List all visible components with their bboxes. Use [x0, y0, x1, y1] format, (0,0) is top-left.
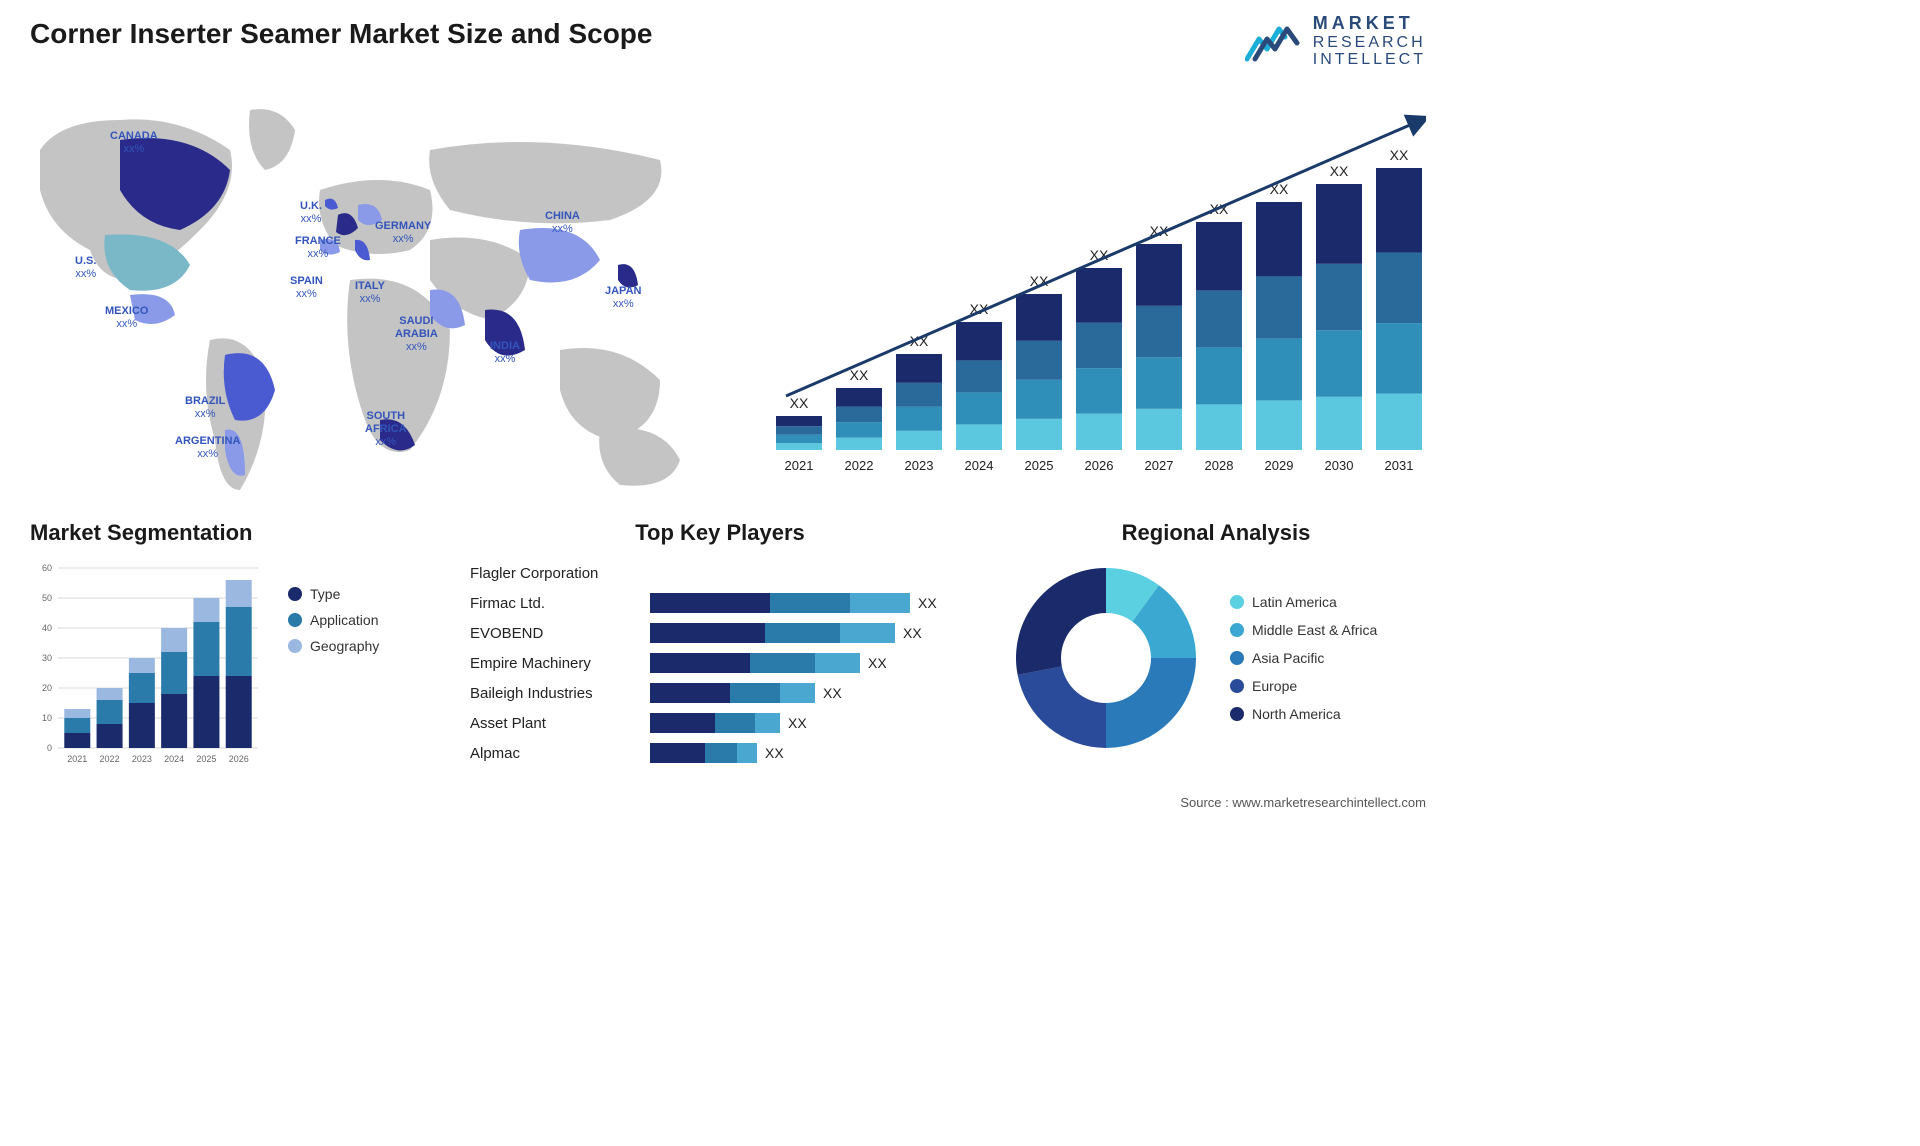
legend-item: Asia Pacific — [1230, 650, 1377, 666]
regional-section: Regional Analysis Latin America Middle Ea… — [1006, 520, 1426, 758]
svg-text:2021: 2021 — [785, 458, 814, 473]
svg-text:XX: XX — [1390, 147, 1409, 163]
svg-text:2026: 2026 — [1085, 458, 1114, 473]
svg-text:2028: 2028 — [1205, 458, 1234, 473]
legend-item: Europe — [1230, 678, 1377, 694]
regional-donut — [1006, 558, 1206, 758]
svg-text:XX: XX — [790, 395, 809, 411]
keyplayer-name: Alpmac — [470, 745, 640, 762]
svg-text:40: 40 — [42, 623, 52, 633]
keyplayer-value: XX — [903, 625, 922, 641]
keyplayer-name: Baileigh Industries — [470, 685, 640, 702]
keyplayer-row: Empire Machinery XX — [470, 648, 970, 678]
svg-text:2029: 2029 — [1265, 458, 1294, 473]
svg-text:2025: 2025 — [1025, 458, 1054, 473]
map-label: MEXICOxx% — [105, 305, 148, 331]
svg-text:2025: 2025 — [196, 754, 216, 764]
growth-chart: XX2021XX2022XX2023XX2024XX2025XX2026XX20… — [746, 90, 1426, 490]
svg-text:50: 50 — [42, 593, 52, 603]
keyplayer-row: Flagler Corporation — [470, 558, 970, 588]
keyplayer-name: Empire Machinery — [470, 655, 640, 672]
keyplayers-list: Flagler Corporation Firmac Ltd. XX EVOBEND X… — [470, 558, 970, 768]
map-label: CANADAxx% — [110, 130, 158, 156]
map-label: BRAZILxx% — [185, 395, 225, 421]
segmentation-title: Market Segmentation — [30, 520, 450, 546]
logo-text-3: INTELLECT — [1313, 51, 1426, 69]
map-label: U.S.xx% — [75, 255, 96, 281]
keyplayer-bar — [650, 713, 780, 733]
map-label: U.K.xx% — [300, 200, 322, 226]
keyplayer-row: EVOBEND XX — [470, 618, 970, 648]
brand-logo: MARKET RESEARCH INTELLECT — [1245, 14, 1426, 69]
map-label: SAUDIARABIAxx% — [395, 315, 438, 355]
map-label: SPAINxx% — [290, 275, 323, 301]
svg-text:2022: 2022 — [845, 458, 874, 473]
svg-text:XX: XX — [1330, 163, 1349, 179]
keyplayers-section: Top Key Players Flagler Corporation Firma… — [470, 520, 970, 768]
keyplayer-bar — [650, 683, 815, 703]
svg-text:10: 10 — [42, 713, 52, 723]
source-text: Source : www.marketresearchintellect.com — [1180, 795, 1426, 810]
keyplayer-value: XX — [918, 595, 937, 611]
keyplayer-name: Firmac Ltd. — [470, 595, 640, 612]
svg-text:2027: 2027 — [1145, 458, 1174, 473]
logo-mark-icon — [1245, 19, 1303, 63]
legend-item: North America — [1230, 706, 1377, 722]
page-title: Corner Inserter Seamer Market Size and S… — [30, 18, 652, 50]
svg-text:20: 20 — [42, 683, 52, 693]
map-label: GERMANYxx% — [375, 220, 431, 246]
keyplayer-value: XX — [788, 715, 807, 731]
svg-text:2026: 2026 — [229, 754, 249, 764]
legend-item: Application — [288, 612, 379, 628]
map-label: ITALYxx% — [355, 280, 385, 306]
keyplayer-value: XX — [823, 685, 842, 701]
keyplayer-value: XX — [765, 745, 784, 761]
legend-item: Middle East & Africa — [1230, 622, 1377, 638]
svg-text:2031: 2031 — [1385, 458, 1414, 473]
map-label: CHINAxx% — [545, 210, 580, 236]
segmentation-chart: 0 10 20 30 40 50 60 2021 2022 2023 2024 2025 2026 — [30, 558, 270, 778]
legend-item: Latin America — [1230, 594, 1377, 610]
logo-text-1: MARKET — [1313, 14, 1426, 34]
map-label: SOUTHAFRICAxx% — [365, 410, 407, 450]
svg-text:2022: 2022 — [100, 754, 120, 764]
map-label: JAPANxx% — [605, 285, 641, 311]
keyplayer-row: Firmac Ltd. XX — [470, 588, 970, 618]
svg-text:2030: 2030 — [1325, 458, 1354, 473]
map-label: INDIAxx% — [490, 340, 520, 366]
logo-text-2: RESEARCH — [1313, 34, 1426, 52]
keyplayer-row: Baileigh Industries XX — [470, 678, 970, 708]
svg-text:30: 30 — [42, 653, 52, 663]
svg-text:0: 0 — [47, 743, 52, 753]
segmentation-section: Market Segmentation 0 10 20 30 40 50 60 2021 202… — [30, 520, 450, 778]
segmentation-legend: Type Application Geography — [288, 586, 379, 654]
keyplayer-row: Asset Plant XX — [470, 708, 970, 738]
legend-item: Type — [288, 586, 379, 602]
world-map: CANADAxx% U.S.xx% MEXICOxx% BRAZILxx% ARGENT… — [20, 80, 700, 500]
svg-text:2021: 2021 — [67, 754, 87, 764]
regional-title: Regional Analysis — [1006, 520, 1426, 546]
keyplayer-name: EVOBEND — [470, 625, 640, 642]
keyplayers-title: Top Key Players — [470, 520, 970, 546]
keyplayer-bar — [650, 743, 757, 763]
map-label: ARGENTINAxx% — [175, 435, 240, 461]
svg-text:XX: XX — [850, 367, 869, 383]
svg-text:60: 60 — [42, 563, 52, 573]
regional-legend: Latin America Middle East & Africa Asia Pa… — [1230, 594, 1377, 722]
svg-text:2023: 2023 — [132, 754, 152, 764]
svg-text:2024: 2024 — [164, 754, 184, 764]
map-label: FRANCExx% — [295, 235, 341, 261]
keyplayer-name: Flagler Corporation — [470, 565, 640, 582]
svg-text:2024: 2024 — [965, 458, 994, 473]
keyplayer-bar — [650, 623, 895, 643]
keyplayer-row: Alpmac XX — [470, 738, 970, 768]
svg-text:2023: 2023 — [905, 458, 934, 473]
keyplayer-value: XX — [868, 655, 887, 671]
keyplayer-name: Asset Plant — [470, 715, 640, 732]
keyplayer-bar — [650, 653, 860, 673]
legend-item: Geography — [288, 638, 379, 654]
keyplayer-bar — [650, 593, 910, 613]
